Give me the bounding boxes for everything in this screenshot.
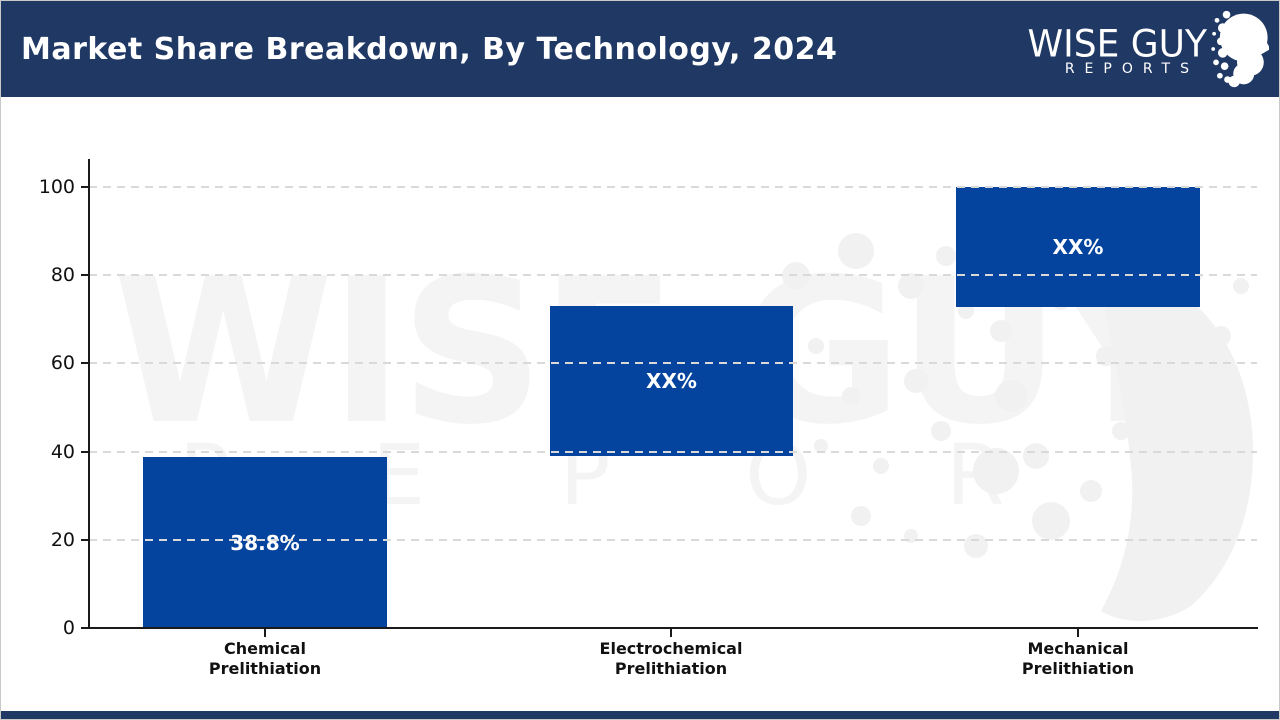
category-line2: Prelithiation [208,659,322,678]
bar-value-label: XX% [646,369,697,393]
x-tick-mark [670,629,672,637]
y-tick-label: 100 [38,176,75,198]
bar-value-label: 38.8% [230,530,300,555]
face-profile-icon [1211,10,1269,88]
category-line1: Mechanical [1027,639,1129,658]
gridline-60 [89,362,1257,364]
page-title: Market Share Breakdown, By Technology, 2… [21,31,838,67]
gridline-80 [89,274,1257,276]
logo-wordmark: WISE GUY [1027,23,1208,67]
bar-mechanical-prelithiation: XX% [956,187,1200,307]
category-line2: Prelithiation [614,659,728,678]
category-line1: Chemical [224,639,306,658]
footer-band [1,711,1279,719]
x-axis-line [88,627,1258,629]
bar-chemical-prelithiation: 38.8% [143,457,387,628]
y-tick-mark [81,362,89,364]
watermark-face-dots [782,233,1254,621]
y-tick-mark [81,186,89,188]
y-axis-line [88,159,90,628]
y-tick-mark [81,274,89,276]
category-line2: Prelithiation [1021,659,1135,678]
bar-value-label: XX% [1052,235,1104,259]
y-tick-mark [81,627,89,629]
x-tick-mark [264,629,266,637]
x-category-label-mechanical: Mechanical Prelithiation [918,639,1238,679]
y-tick-label: 60 [50,352,75,374]
y-tick-label: 80 [50,264,75,286]
y-tick-label: 40 [50,441,75,463]
category-line1: Electrochemical [599,639,743,658]
gridline-40 [89,451,1257,453]
gridline-100 [89,186,1257,188]
logo-subtext: REPORTS [1064,61,1199,77]
gridline-20 [89,539,1257,541]
x-category-label-electrochemical: Electrochemical Prelithiation [511,639,831,679]
x-category-label-chemical: Chemical Prelithiation [105,639,425,679]
bar-electrochemical-prelithiation: XX% [550,306,793,456]
y-tick-mark [81,539,89,541]
wise-guy-logo: WISE GUY REPORTS [1028,1,1269,97]
y-tick-label: 20 [50,529,75,551]
header-band: Market Share Breakdown, By Technology, 2… [1,1,1279,97]
x-tick-mark [1077,629,1079,637]
y-tick-mark [81,451,89,453]
y-tick-label: 0 [62,617,75,639]
